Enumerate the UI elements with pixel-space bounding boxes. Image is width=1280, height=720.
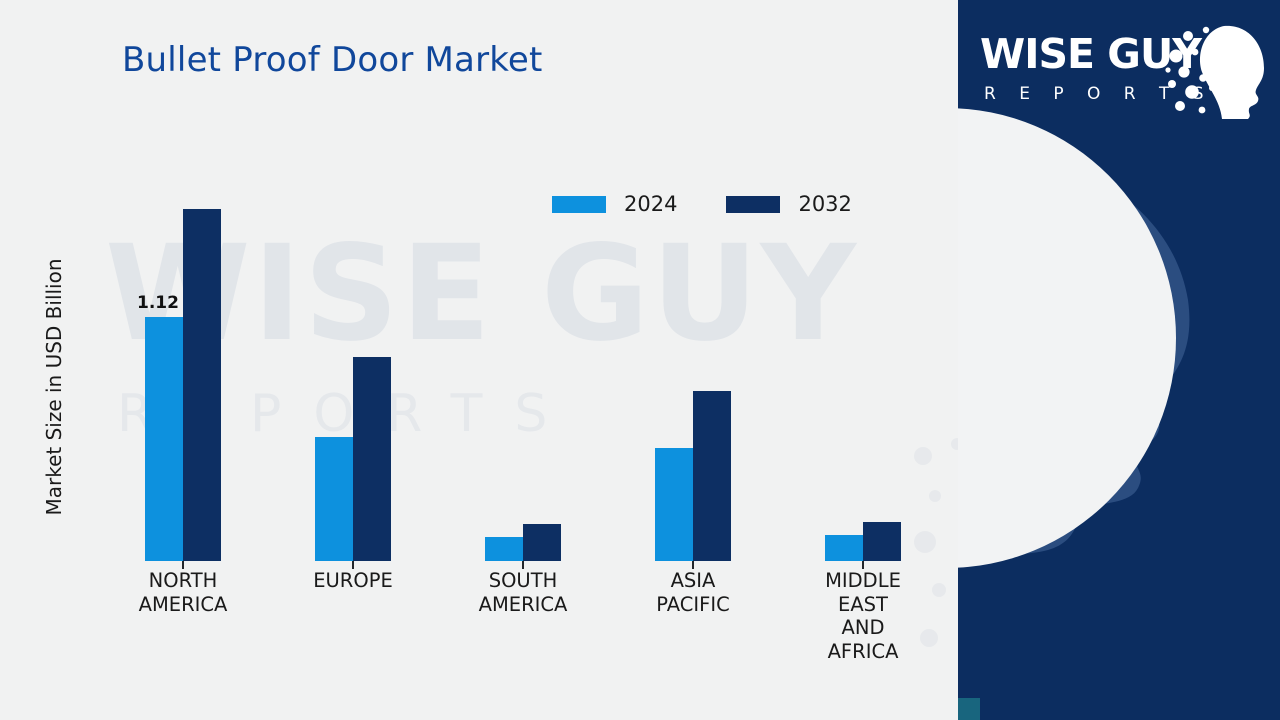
- x-axis-label: MIDDLE EAST AND AFRICA: [825, 569, 901, 663]
- bar-2032-2[interactable]: [353, 356, 391, 561]
- chart-legend: 2024 2032: [552, 192, 901, 216]
- bar-group: 1.12: [137, 200, 221, 569]
- bar-group: [315, 200, 391, 569]
- head-profile-icon: [1165, 25, 1264, 120]
- bar-group: [825, 200, 901, 569]
- bar-2032-1[interactable]: [183, 208, 221, 561]
- bar-value-label: 1.12: [137, 293, 179, 314]
- legend-swatch-2024: [552, 195, 606, 213]
- legend-swatch-2032: [726, 195, 781, 213]
- bar-2032-3[interactable]: [523, 524, 561, 561]
- plot-area: 1.12: [108, 200, 928, 569]
- bar-2024-3[interactable]: [485, 537, 523, 561]
- bar-2024-1[interactable]: [145, 317, 183, 561]
- x-axis-tick: [862, 561, 864, 569]
- bar-group: [655, 200, 731, 569]
- x-axis-tick: [522, 561, 524, 569]
- brand-panel: WISE GUY R E P O R T S: [958, 0, 1280, 720]
- bar-2032-4[interactable]: [693, 391, 731, 561]
- x-axis-label: ASIA PACIFIC: [656, 569, 730, 616]
- bar-chart: Market Size in USD Billion 2024 2032 1.1…: [42, 192, 928, 663]
- x-axis-label: NORTH AMERICA: [138, 569, 228, 616]
- logo-wordmark: WISE GUY: [980, 30, 1202, 78]
- wiseguy-logo: WISE GUY R E P O R T S: [976, 25, 1266, 120]
- x-axis-tick: [352, 561, 354, 569]
- x-axis-label: EUROPE: [313, 569, 393, 592]
- bar-2024-5[interactable]: [825, 534, 863, 561]
- circle-dots-icon: [958, 108, 1176, 568]
- y-axis-label: Market Size in USD Billion: [42, 258, 66, 516]
- bar-2024-2[interactable]: [315, 437, 353, 561]
- x-axis-tick: [692, 561, 694, 569]
- x-axis-label: SOUTH AMERICA: [478, 569, 568, 616]
- logo-subtitle: R E P O R T S: [984, 84, 1213, 104]
- legend-label-2032: 2032: [798, 192, 852, 216]
- bar-2024-4[interactable]: [655, 447, 693, 561]
- teal-accent-block: [958, 698, 980, 720]
- legend-item-2024[interactable]: 2024: [552, 192, 726, 216]
- bar-group: [485, 200, 561, 569]
- x-axis-tick: [182, 561, 184, 569]
- page-title: Bullet Proof Door Market: [122, 40, 543, 80]
- bar-2032-5[interactable]: [863, 521, 901, 561]
- legend-item-2032[interactable]: 2032: [726, 192, 900, 216]
- legend-label-2024: 2024: [624, 192, 678, 216]
